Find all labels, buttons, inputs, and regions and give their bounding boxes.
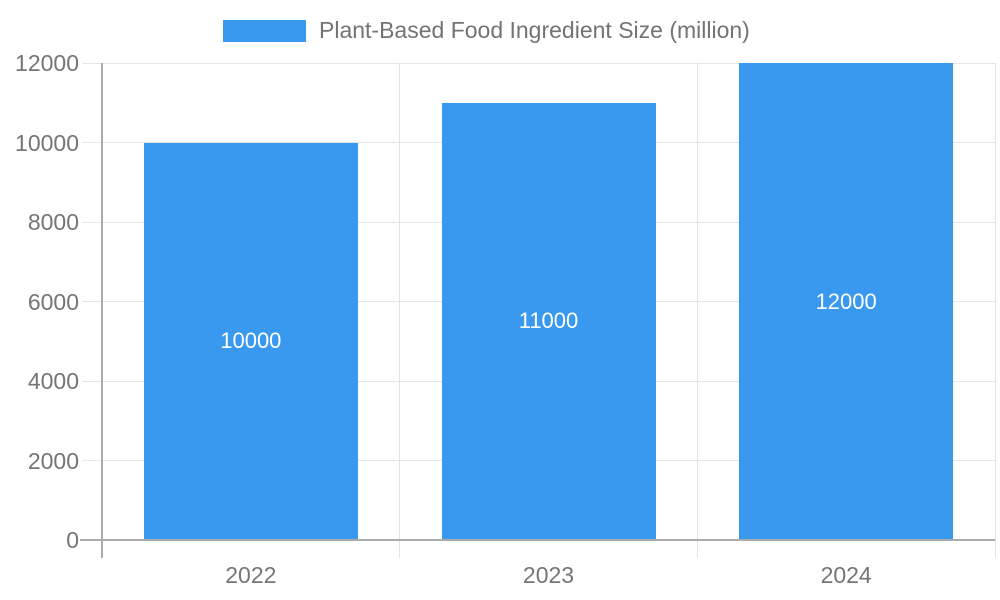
y-axis-line	[101, 63, 103, 558]
y-axis-tick-label: 12000	[15, 50, 79, 76]
legend-label: Plant-Based Food Ingredient Size (millio…	[319, 17, 750, 43]
bar-value-label: 10000	[220, 328, 282, 354]
x-axis-tick-label: 2022	[225, 562, 277, 588]
y-axis-tick-label: 0	[66, 527, 79, 553]
bar: 10000	[143, 142, 358, 540]
y-axis-tick-label: 2000	[27, 447, 79, 474]
x-axis-line	[80, 539, 995, 541]
gridline-vertical	[994, 63, 996, 558]
x-axis-tick-label: 2024	[820, 562, 872, 588]
bar-value-label: 12000	[815, 288, 877, 314]
legend: Plant-Based Food Ingredient Size (millio…	[223, 17, 750, 44]
gridline-vertical	[696, 63, 698, 558]
gridline-horizontal	[82, 62, 995, 64]
y-axis-tick-label: 4000	[27, 368, 79, 394]
y-axis-tick-label: 8000	[27, 209, 79, 235]
bar-value-label: 11000	[518, 308, 579, 334]
gridline-vertical	[399, 63, 401, 558]
y-axis-tick-label: 10000	[15, 129, 79, 156]
bar: 11000	[441, 102, 656, 540]
x-axis-tick-label: 2023	[522, 562, 575, 588]
legend-swatch	[223, 19, 306, 42]
y-axis-tick-label: 6000	[27, 288, 79, 315]
bar: 12000	[739, 63, 954, 540]
